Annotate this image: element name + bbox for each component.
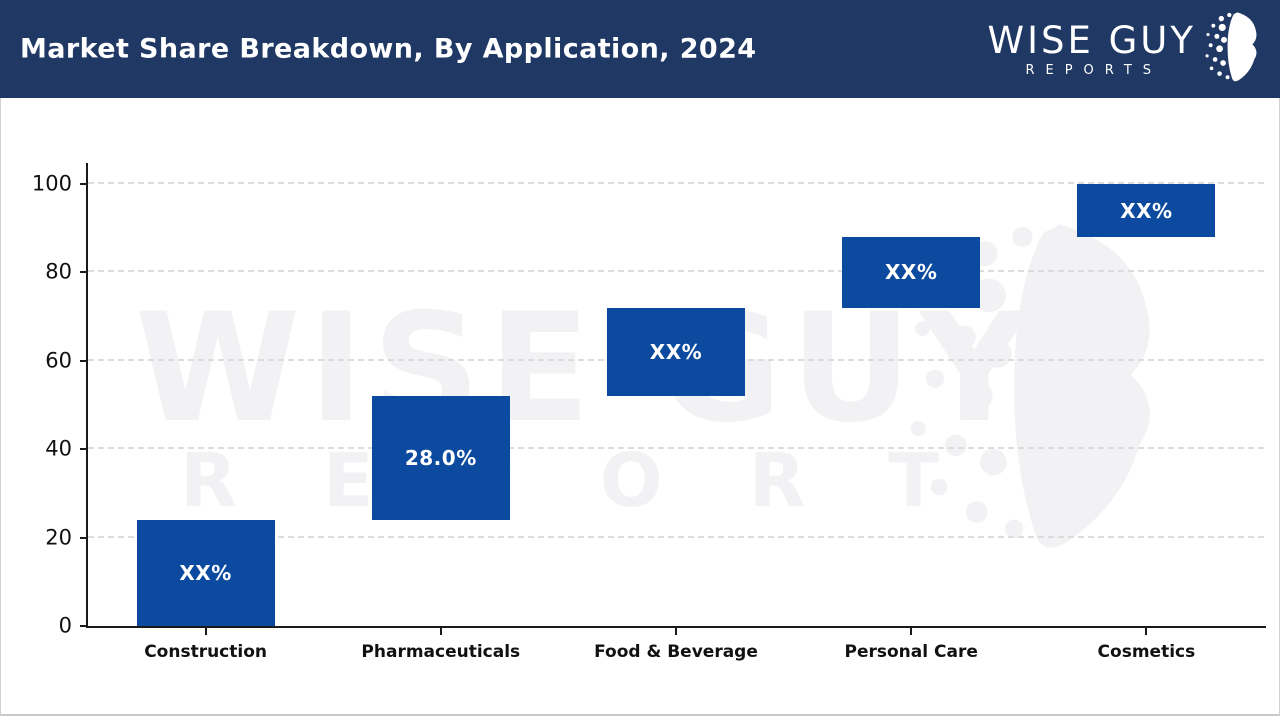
gridline-y-80 <box>88 270 1264 273</box>
y-tick-label-20: 20 <box>45 525 72 550</box>
y-tick-mark-20 <box>80 536 88 539</box>
x-tick-4 <box>1145 628 1148 635</box>
bar-food-beverage: XX% <box>607 307 745 397</box>
gridline-y-20 <box>88 535 1264 538</box>
x-tick-0 <box>204 628 207 635</box>
logo-face-icon <box>1200 9 1264 89</box>
page-title: Market Share Breakdown, By Application, … <box>20 33 757 65</box>
y-axis-line <box>86 163 88 628</box>
plot-area: 0 20 40 60 80 100 XX% Construction 28.0% Pharmace… <box>32 173 1264 662</box>
bar-pharmaceuticals: 28.0% <box>371 396 510 520</box>
y-tick-mark-100 <box>80 183 88 185</box>
x-category-label: Pharmaceuticals <box>361 642 521 662</box>
y-tick-label-40: 40 <box>45 436 72 461</box>
x-tick-1 <box>439 628 442 635</box>
y-tick-label-60: 60 <box>45 348 72 373</box>
x-tick-3 <box>910 628 913 635</box>
bar-construction: XX% <box>136 519 275 626</box>
brand-logo: WISE GUY REPORTS <box>988 0 1264 98</box>
x-category-label: Food & Beverage <box>594 642 758 662</box>
y-tick-label-100: 100 <box>31 171 72 196</box>
watermark-subtitle-text: REPORTS <box>180 438 1165 524</box>
y-tick-mark-80 <box>80 271 88 274</box>
watermark-brand-text: WISE GUY <box>135 282 1037 456</box>
y-tick-label-0: 0 <box>58 613 72 638</box>
bar-value-label: XX% <box>1120 198 1173 223</box>
x-tick-2 <box>675 628 677 635</box>
brand-subtitle: REPORTS <box>1025 62 1163 78</box>
brand-logo-text: WISE GUY REPORTS <box>988 22 1196 77</box>
bar-value-label: XX% <box>884 260 938 285</box>
x-category-label: Personal Care <box>844 642 978 662</box>
gridline-y-100 <box>88 182 1264 184</box>
y-tick-label-80: 80 <box>45 259 72 284</box>
bar-value-label: 28.0% <box>404 446 477 471</box>
bar-cosmetics: XX% <box>1077 184 1216 238</box>
y-tick-mark-40 <box>80 448 88 451</box>
x-axis-line <box>86 626 1266 628</box>
header-bar: Market Share Breakdown, By Application, … <box>0 0 1280 98</box>
y-tick-mark-60 <box>80 359 88 362</box>
x-category-label: Construction <box>144 642 267 662</box>
brand-name: WISE GUY <box>987 18 1196 62</box>
bar-personal-care: XX% <box>842 237 981 308</box>
y-tick-mark-0 <box>80 625 88 627</box>
x-category-label: Cosmetics <box>1097 642 1196 662</box>
bar-value-label: XX% <box>179 560 232 585</box>
bar-value-label: XX% <box>649 339 703 364</box>
gridline-y-40 <box>88 447 1264 450</box>
